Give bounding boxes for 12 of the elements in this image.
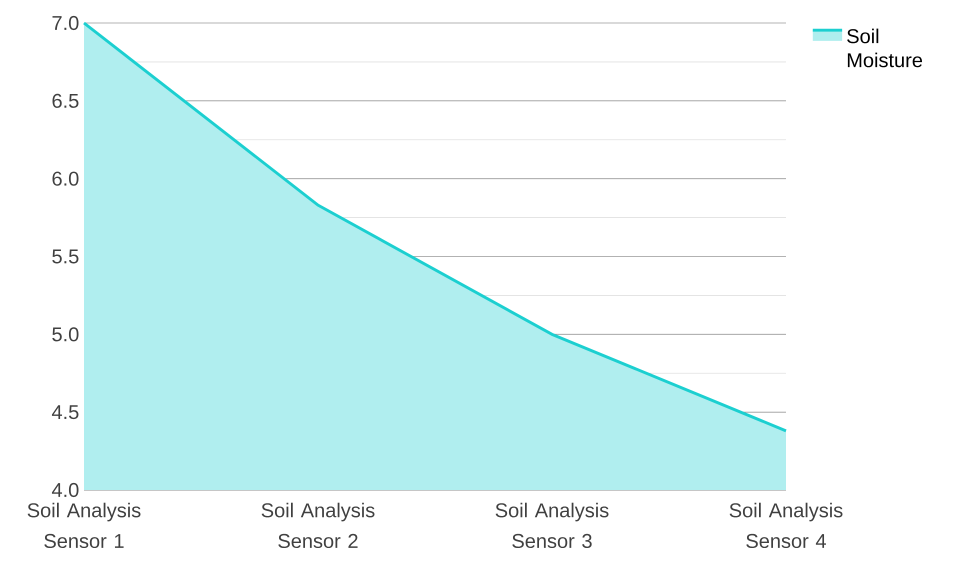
legend-label: Soil Moisture: [847, 28, 922, 68]
y-tick-label: 4.0: [52, 482, 78, 498]
x-tick-label: Soil Analysis Sensor 3: [496, 502, 608, 548]
y-tick-label: 6.5: [52, 94, 78, 108]
y-tick-label: 4.5: [52, 405, 78, 420]
x-tick-label: Soil Analysis Sensor 1: [28, 502, 140, 548]
y-tick-label: 6.0: [52, 172, 78, 186]
y-tick-label: 5.0: [52, 327, 78, 342]
x-tick-label: Soil Analysis Sensor 4: [730, 502, 842, 548]
x-tick-label: Soil Analysis Sensor 2: [262, 502, 374, 548]
y-tick-label: 5.5: [52, 250, 78, 264]
y-tick-label: 7.0: [52, 16, 78, 30]
